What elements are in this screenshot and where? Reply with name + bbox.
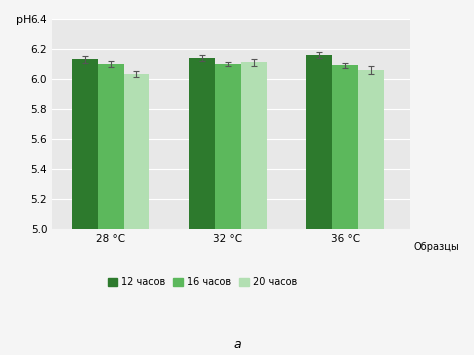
Bar [307, 55, 332, 229]
Bar [98, 64, 124, 229]
Bar [124, 75, 149, 229]
Legend: 12 часов, 16 часов, 20 часов: 12 часов, 16 часов, 20 часов [104, 274, 301, 291]
Y-axis label: pH: pH [16, 15, 31, 25]
Bar [241, 62, 266, 229]
Bar [72, 60, 98, 229]
Bar [332, 66, 358, 229]
Bar [189, 58, 215, 229]
Text: Образцы: Образцы [413, 242, 459, 252]
Bar [215, 64, 241, 229]
Bar [358, 70, 384, 229]
Text: a: a [233, 338, 241, 351]
